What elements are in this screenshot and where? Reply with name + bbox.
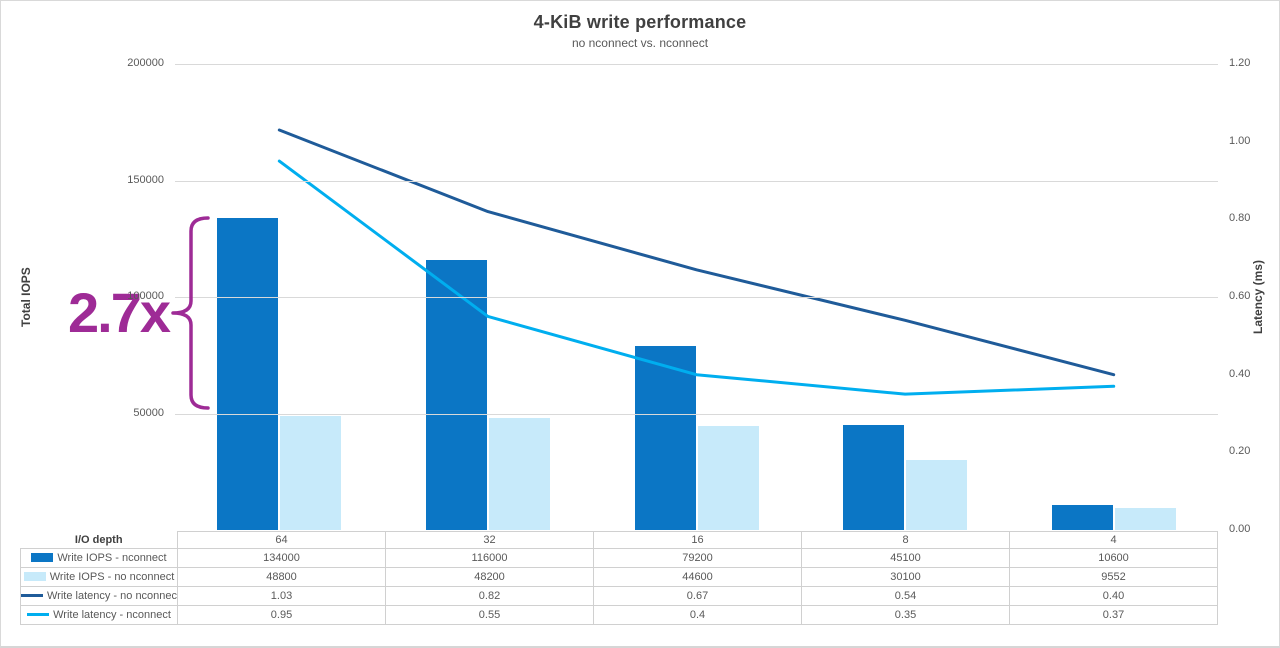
legend-cell-write-latency-no-nconnect: Write latency - no nconnect — [20, 586, 178, 606]
gridline — [175, 413, 1218, 415]
table-row-write-latency-no-nconnect: Write latency - no nconnect 1.03 0.82 0.67 0… — [20, 586, 1218, 606]
table-cell-write-iops-no-nconnect-4: 9552 — [1009, 567, 1218, 587]
bar-write-iops-nconnect-32 — [425, 259, 487, 530]
right-axis-tick-label: 1.00 — [1229, 134, 1251, 147]
table-cell-write-latency-nconnect-8: 0.35 — [801, 605, 1010, 625]
legend-cell-write-iops-nconnect: Write IOPS - nconnect — [20, 548, 178, 568]
legend-label: Write latency - no nconnect — [47, 590, 178, 602]
left-axis-tick-label: 50000 — [133, 406, 164, 419]
table-header-row: I/O depth 64 32 16 8 4 — [21, 531, 1218, 549]
legend-swatch-write-iops-nconnect — [31, 553, 54, 563]
legend-label: Write latency - nconnect — [53, 609, 171, 621]
right-axis-tick-label: 1.20 — [1229, 57, 1251, 69]
table-cell-write-iops-nconnect-16: 79200 — [593, 548, 802, 568]
table-row-write-iops-nconnect: Write IOPS - nconnect 134000 116000 79200 45… — [20, 548, 1218, 568]
legend-cell-write-latency-nconnect: Write latency - nconnect — [20, 605, 178, 625]
table-cell-write-iops-nconnect-4: 10600 — [1009, 548, 1218, 568]
table-cell-write-latency-no-nconnect-8: 0.54 — [801, 586, 1010, 606]
bar-write-iops-nconnect-16 — [634, 345, 696, 530]
legend-swatch-write-latency-no-nconnect — [21, 594, 43, 598]
right-axis-tick-label: 0.40 — [1229, 367, 1251, 380]
chart-title: 4-KiB write performance — [533, 12, 747, 32]
legend-label: Write IOPS - nconnect — [57, 552, 167, 564]
table-cell-write-iops-nconnect-64: 134000 — [177, 548, 386, 568]
table-row-write-iops-no-nconnect: Write IOPS - no nconnect 48800 48200 44600 3… — [20, 567, 1218, 587]
table-cell-write-iops-nconnect-8: 45100 — [801, 548, 1010, 568]
table-row-write-latency-nconnect: Write latency - nconnect 0.95 0.55 0.4 0.35 0… — [20, 605, 1218, 625]
brace-icon — [171, 216, 210, 410]
table-cell-write-iops-no-nconnect-64: 48800 — [177, 567, 386, 587]
left-axis-tick-label: 150000 — [127, 173, 164, 186]
left-axis-tick-label: 100000 — [127, 290, 164, 302]
table-cell-write-latency-no-nconnect-32: 0.82 — [385, 586, 594, 606]
table-cell-write-iops-nconnect-32: 116000 — [385, 548, 594, 568]
bar-write-iops-no-nconnect-8 — [906, 459, 968, 530]
right-axis-tick-label: 0.80 — [1229, 212, 1251, 225]
legend-swatch-write-latency-nconnect — [27, 613, 50, 617]
left-axis-tick-label: 200000 — [127, 57, 164, 69]
data-table: I/O depth 64 32 16 8 4 Write IOPS - nconnect 13… — [20, 531, 1218, 625]
legend-swatch-write-iops-no-nconnect — [23, 572, 46, 582]
bar-write-iops-no-nconnect-4 — [1114, 507, 1176, 530]
category-label-64: 64 — [177, 531, 386, 549]
bar-write-iops-nconnect-8 — [843, 424, 905, 530]
bar-write-iops-no-nconnect-16 — [697, 426, 759, 530]
right-axis-tick-label: 0.00 — [1229, 523, 1251, 535]
category-axis-label: I/O depth — [74, 533, 123, 546]
table-cell-write-latency-nconnect-16: 0.4 — [593, 605, 802, 625]
line-write-latency-no-nconnect — [277, 128, 1116, 377]
table-cell-write-iops-no-nconnect-32: 48200 — [385, 567, 594, 587]
table-cell-write-latency-no-nconnect-64: 1.03 — [177, 586, 386, 606]
line-write-latency-nconnect — [277, 159, 1116, 396]
bar-write-iops-nconnect-64 — [217, 217, 279, 530]
category-label-8: 8 — [801, 531, 1010, 549]
bar-write-iops-nconnect-4 — [1051, 505, 1113, 530]
left-axis-title: Total IOPS — [19, 267, 33, 327]
category-label-32: 32 — [385, 531, 594, 549]
table-cell-write-iops-no-nconnect-8: 30100 — [801, 567, 1010, 587]
gridline — [175, 180, 1218, 182]
chart-subtitle: no nconnect vs. nconnect — [571, 36, 709, 50]
gridline — [175, 64, 1218, 65]
plot-area — [175, 64, 1218, 530]
legend-label: Write IOPS - no nconnect — [49, 571, 175, 583]
right-axis-tick-label: 0.20 — [1229, 445, 1251, 458]
category-label-16: 16 — [593, 531, 802, 549]
table-cell-write-iops-no-nconnect-16: 44600 — [593, 567, 802, 587]
right-axis-tick-label: 0.60 — [1229, 290, 1251, 302]
bar-write-iops-no-nconnect-32 — [488, 417, 550, 530]
table-cell-write-latency-nconnect-64: 0.95 — [177, 605, 386, 625]
annotation-label: 2.7x — [68, 281, 171, 344]
table-cell-write-latency-nconnect-32: 0.55 — [385, 605, 594, 625]
table-cell-write-latency-no-nconnect-16: 0.67 — [593, 586, 802, 606]
bar-write-iops-no-nconnect-64 — [280, 416, 342, 530]
category-label-4: 4 — [1009, 531, 1218, 549]
table-cell-write-latency-no-nconnect-4: 0.40 — [1009, 586, 1218, 606]
legend-cell-write-iops-no-nconnect: Write IOPS - no nconnect — [20, 567, 178, 587]
table-cell-write-latency-nconnect-4: 0.37 — [1009, 605, 1218, 625]
gridline — [175, 297, 1218, 298]
